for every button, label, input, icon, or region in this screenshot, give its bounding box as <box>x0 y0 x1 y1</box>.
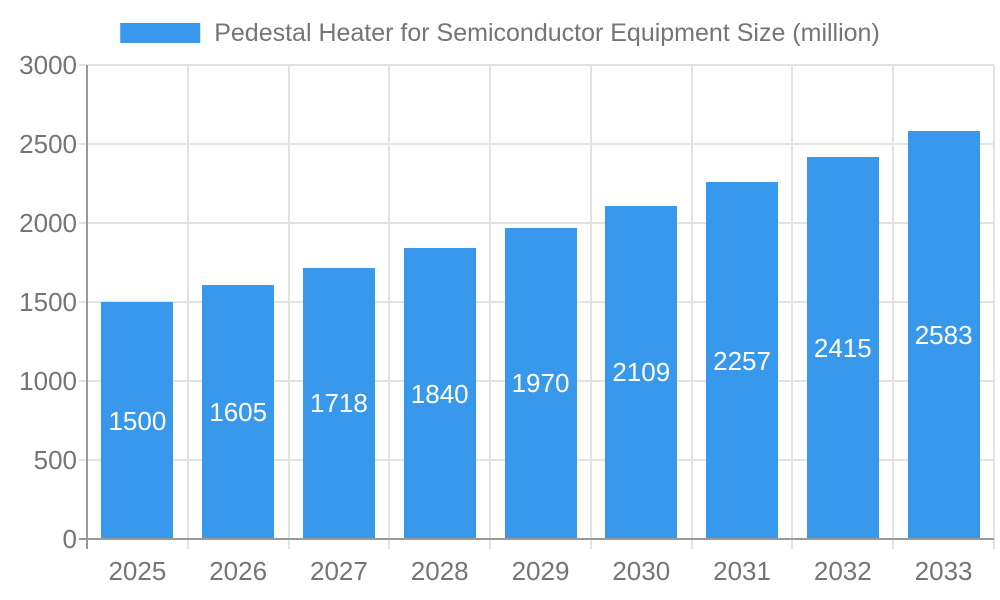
horizontal-gridline <box>79 143 994 145</box>
bar[interactable] <box>605 205 678 539</box>
y-tick-label: 1000 <box>19 366 77 396</box>
vertical-gridline <box>186 65 189 549</box>
vertical-gridline <box>892 65 895 549</box>
bar-value-label: 2109 <box>612 357 671 388</box>
bar-value-label: 1500 <box>108 405 167 436</box>
plot-area: 1500 1605 1718 1840 1970 2109 2257 2415 2583 0 500… <box>19 50 995 586</box>
vertical-gridline <box>589 65 592 549</box>
bar[interactable] <box>202 285 275 539</box>
y-tick-label: 1500 <box>19 287 77 317</box>
bar-value-label: 2415 <box>813 333 872 364</box>
bar-value-label: 1718 <box>310 388 368 419</box>
legend-swatch <box>120 23 201 43</box>
bar[interactable] <box>907 130 980 539</box>
vertical-gridline <box>690 65 693 549</box>
x-tick-label: 2029 <box>511 556 570 586</box>
bar-value-label: 2257 <box>713 345 771 376</box>
bar[interactable] <box>706 182 779 539</box>
bar[interactable] <box>403 248 476 539</box>
y-tick-label: 2500 <box>19 129 77 159</box>
y-tick-label: 2000 <box>19 208 77 238</box>
y-tick-label: 3000 <box>19 50 77 80</box>
y-tick-label: 500 <box>33 445 77 475</box>
y-tick-label: 0 <box>62 524 77 554</box>
x-tick-label: 2027 <box>310 556 368 586</box>
horizontal-gridline <box>79 64 994 66</box>
vertical-gridline <box>287 65 290 549</box>
bar-value-label: 1970 <box>511 368 570 399</box>
vertical-gridline <box>993 65 995 549</box>
horizontal-gridline <box>79 222 994 224</box>
legend-label: Pedestal Heater for Semiconductor Equipm… <box>214 19 880 47</box>
bar-value-label: 1840 <box>410 378 469 409</box>
y-axis-line <box>86 65 88 549</box>
x-tick-label: 2030 <box>612 556 671 586</box>
x-tick-label: 2025 <box>108 556 167 586</box>
bar[interactable] <box>101 302 174 539</box>
bar[interactable] <box>302 267 375 539</box>
bar-value-label: 2583 <box>914 319 973 350</box>
bar[interactable] <box>806 157 879 539</box>
x-tick-label: 2033 <box>914 556 973 586</box>
bar-value-label: 1605 <box>209 397 268 428</box>
x-axis-line <box>79 538 994 540</box>
x-tick-label: 2026 <box>209 556 268 586</box>
vertical-gridline <box>489 65 492 549</box>
x-tick-label: 2031 <box>713 556 771 586</box>
bar[interactable] <box>504 227 577 539</box>
vertical-gridline <box>791 65 794 549</box>
x-tick-label: 2028 <box>410 556 469 586</box>
x-tick-label: 2032 <box>813 556 872 586</box>
vertical-gridline <box>388 65 391 549</box>
chart-legend[interactable]: Pedestal Heater for Semiconductor Equipm… <box>120 19 880 47</box>
